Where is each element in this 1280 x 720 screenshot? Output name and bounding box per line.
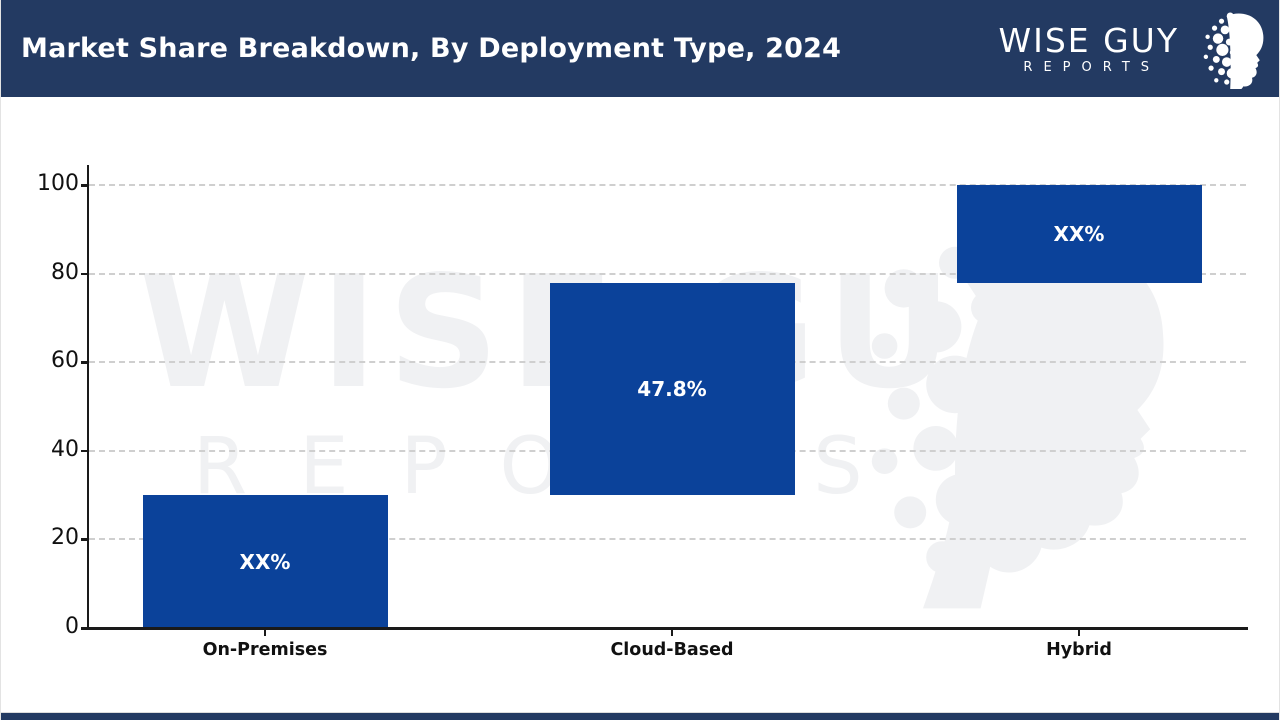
watermark-face-icon <box>871 230 1164 609</box>
x-axis-line <box>86 627 1248 630</box>
page-title: Market Share Breakdown, By Deployment Ty… <box>21 33 842 64</box>
bar-value-label: XX% <box>1053 222 1105 247</box>
y-tick-label: 40 <box>51 436 79 462</box>
x-tick-mark <box>670 628 674 636</box>
x-tick-mark <box>1077 628 1081 636</box>
bar-value-label: 47.8% <box>637 377 707 402</box>
brand-subtitle: REPORTS <box>1023 59 1161 75</box>
brand-face-icon <box>1203 11 1264 89</box>
brand-logo-text: WISE GUY REPORTS <box>998 24 1179 74</box>
bar-hybrid: XX% <box>956 185 1202 284</box>
y-tick-label: 0 <box>65 614 79 639</box>
y-tick-mark <box>81 361 89 364</box>
footer-bar <box>1 713 1279 720</box>
bottom-border-line <box>1 712 1279 713</box>
bar-cloud-based: 47.8% <box>549 283 795 496</box>
y-gridline <box>89 538 1246 541</box>
header: Market Share Breakdown, By Deployment Ty… <box>1 0 1279 97</box>
y-tick-mark <box>81 272 89 276</box>
y-tick-mark <box>81 538 89 541</box>
brand-name: WISE GUY <box>998 20 1179 60</box>
x-category-label: Cloud-Based <box>610 640 734 660</box>
bar-on-premises: XX% <box>142 495 388 628</box>
y-tick-mark <box>81 449 89 453</box>
y-tick-label: 80 <box>51 259 79 285</box>
y-tick-mark <box>81 627 89 630</box>
y-axis-line <box>86 165 89 628</box>
y-tick-mark <box>81 184 89 187</box>
y-gridline <box>89 272 1246 275</box>
y-gridline <box>89 184 1246 186</box>
x-tick-mark <box>263 628 267 636</box>
y-tick-label: 60 <box>51 348 79 374</box>
bar-value-label: XX% <box>239 549 291 574</box>
x-category-label: Hybrid <box>1046 640 1112 660</box>
brand-logo: WISE GUY REPORTS <box>998 9 1269 89</box>
y-tick-label: 100 <box>37 171 79 196</box>
x-category-label: On-Premises <box>202 640 328 660</box>
y-tick-label: 20 <box>51 525 79 551</box>
